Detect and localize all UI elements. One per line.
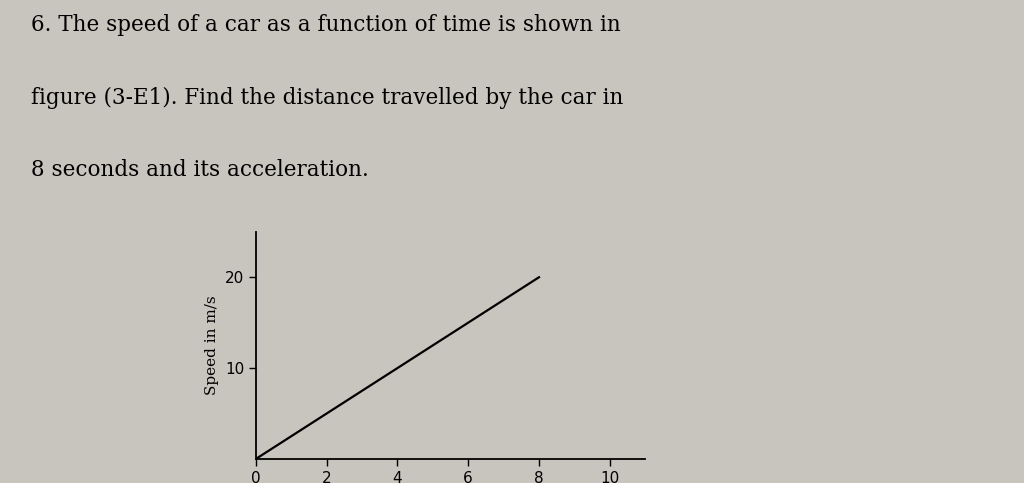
Y-axis label: Speed in m/s: Speed in m/s [206,296,219,395]
Text: figure (3-E1). Find the distance travelled by the car in: figure (3-E1). Find the distance travell… [31,87,623,109]
Text: 8 seconds and its acceleration.: 8 seconds and its acceleration. [31,159,369,182]
Text: 6. The speed of a car as a function of time is shown in: 6. The speed of a car as a function of t… [31,14,621,37]
